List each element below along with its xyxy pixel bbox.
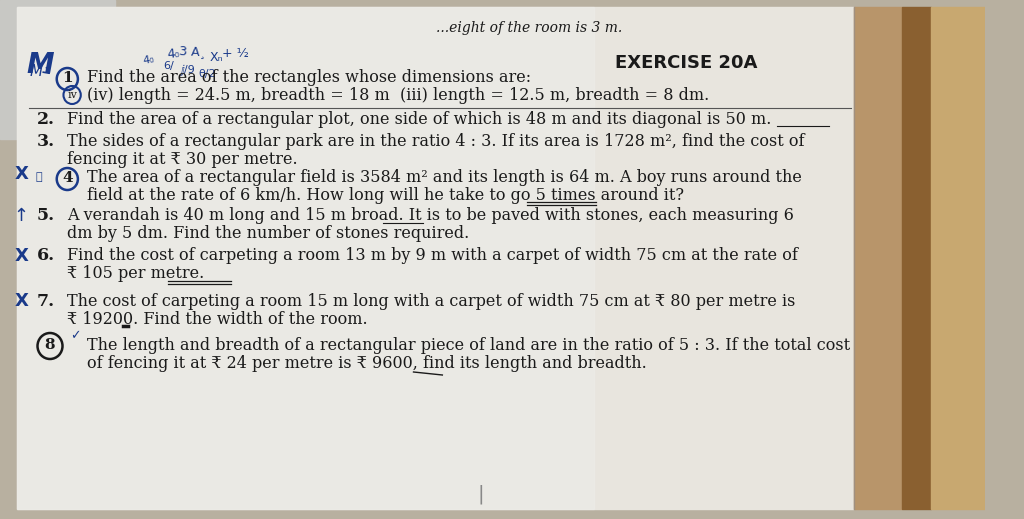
Text: 4: 4: [62, 171, 73, 185]
Text: |: |: [477, 484, 484, 504]
Text: EXERCISE 20A: EXERCISE 20A: [615, 54, 758, 72]
Text: 1: 1: [62, 71, 73, 85]
Bar: [0, 0, 116, 139]
Text: 8: 8: [45, 338, 55, 352]
Bar: [931, 7, 985, 509]
Bar: [17, 7, 854, 509]
Text: Find the cost of carpeting a room 13 m by 9 m with a carpet of width 75 cm at th: Find the cost of carpeting a room 13 m b…: [68, 248, 798, 265]
Text: The sides of a rectangular park are in the ratio 4 : 3. If its area is 1728 m², : The sides of a rectangular park are in t…: [68, 132, 805, 149]
Text: X: X: [14, 165, 28, 183]
Text: 7.: 7.: [37, 293, 54, 309]
Text: 5.: 5.: [37, 208, 54, 225]
Text: 3.: 3.: [37, 132, 54, 149]
Text: dm by 5 dm. Find the number of stones required.: dm by 5 dm. Find the number of stones re…: [68, 225, 470, 242]
Bar: [17, 7, 594, 509]
Text: ⨿: ⨿: [35, 172, 42, 182]
Text: The length and breadth of a rectangular piece of land are in the ratio of 5 : 3.: The length and breadth of a rectangular …: [87, 337, 850, 354]
Text: X: X: [14, 292, 28, 310]
Text: ⅉ/9: ⅉ/9: [180, 64, 195, 75]
Text: The area of a rectangular field is 3584 m² and its length is 64 m. A boy runs ar: The area of a rectangular field is 3584 …: [87, 170, 802, 186]
Text: Find the area of the rectangles whose dimensions are:: Find the area of the rectangles whose di…: [87, 70, 530, 87]
Text: The cost of carpeting a room 15 m long with a carpet of width 75 cm at ₹ 80 per : The cost of carpeting a room 15 m long w…: [68, 293, 796, 309]
Text: ₹ 105 per metre.: ₹ 105 per metre.: [68, 266, 205, 282]
Text: iv: iv: [68, 90, 77, 100]
Text: 3 A¸: 3 A¸: [179, 44, 206, 58]
Bar: [902, 7, 931, 509]
Bar: [854, 7, 902, 509]
Text: 6.: 6.: [37, 248, 54, 265]
Text: of fencing it at ₹ 24 per metre is ₹ 9600, find its length and breadth.: of fencing it at ₹ 24 per metre is ₹ 960…: [87, 356, 646, 373]
Text: 4₀: 4₀: [142, 54, 156, 66]
Text: ↑: ↑: [13, 207, 29, 225]
Text: Xₙ: Xₙ: [210, 51, 223, 64]
Text: θ/2: θ/2: [198, 69, 216, 79]
Text: 4₀: 4₀: [166, 47, 180, 61]
Text: M: M: [30, 63, 43, 78]
Text: (iv) length = 24.5 m, breadth = 18 m  (iii) length = 12.5 m, breadth = 8 dm.: (iv) length = 24.5 m, breadth = 18 m (ii…: [87, 87, 709, 103]
Text: M: M: [27, 51, 54, 79]
Text: ₹ 19200. Find the width of the room.: ₹ 19200. Find the width of the room.: [68, 310, 368, 327]
Text: A verandah is 40 m long and 15 m broad. It is to be paved with stones, each meas: A verandah is 40 m long and 15 m broad. …: [68, 208, 795, 225]
Text: ...eight of the room is 3 m.: ...eight of the room is 3 m.: [436, 21, 622, 35]
Text: + ½: + ½: [222, 47, 249, 60]
Text: fencing it at ₹ 30 per metre.: fencing it at ₹ 30 per metre.: [68, 151, 298, 168]
Text: X: X: [14, 247, 28, 265]
Text: 6/: 6/: [163, 61, 174, 71]
Text: ✓: ✓: [70, 330, 80, 343]
Text: Find the area of a rectangular plot, one side of which is 48 m and its diagonal : Find the area of a rectangular plot, one…: [68, 111, 772, 128]
Text: 2.: 2.: [37, 111, 54, 128]
Text: field at the rate of 6 km/h. How long will he take to go 5 times around it?: field at the rate of 6 km/h. How long wi…: [87, 187, 684, 204]
